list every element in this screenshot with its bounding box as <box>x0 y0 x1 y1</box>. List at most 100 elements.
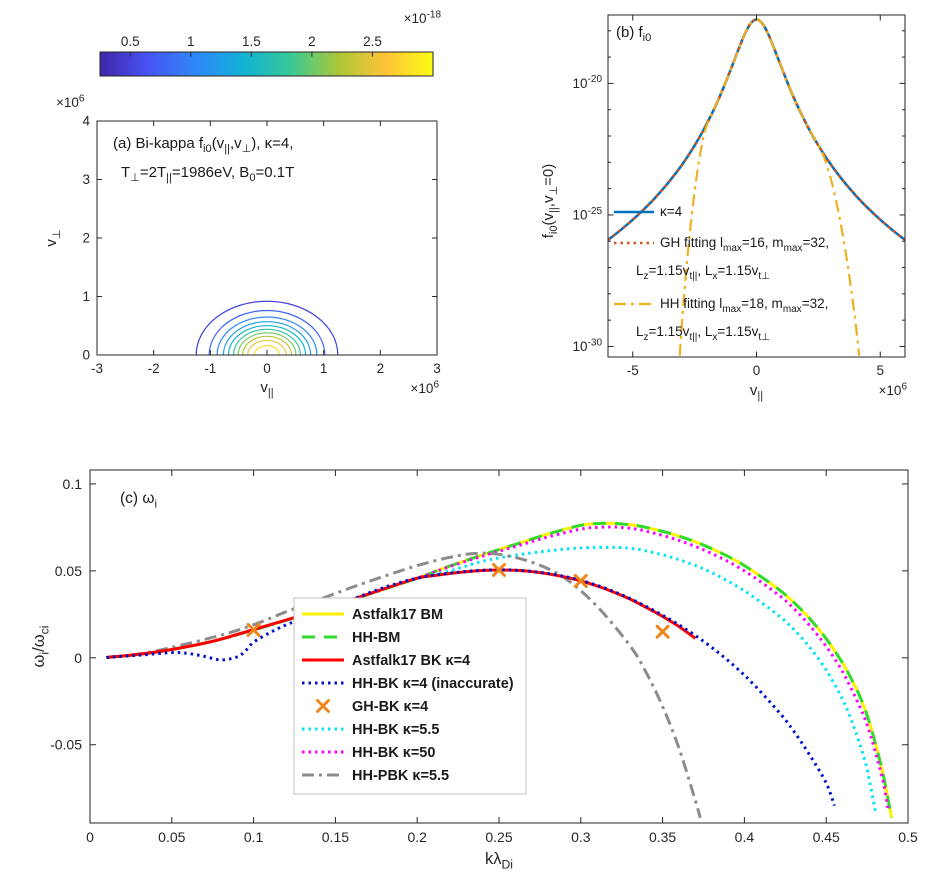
panel-b-title: (b) fi0 <box>616 24 651 44</box>
y-tick-label: -0.05 <box>50 737 82 753</box>
series-hh-bm <box>106 521 894 819</box>
panel-b-axes: -5 0 5 10-30 10-25 10-20 v|| ×106 fi0(v||,v⊥=0) (… <box>540 14 908 402</box>
x-tick-label: 0 <box>263 361 271 376</box>
x-tick-label: 0.15 <box>322 829 349 845</box>
contour-level-2.25 <box>247 339 287 355</box>
y-axis-label: v⊥ <box>43 229 63 246</box>
legend-label: HH fitting lmax=18, mmax=32, <box>660 296 828 315</box>
legend-label-hh-bk-5-5: HH-BK κ=5.5 <box>352 722 439 738</box>
x-axis-label: v|| <box>260 379 273 399</box>
x-tick-label: 0.05 <box>158 829 185 845</box>
contour-level-0.25 <box>195 300 339 355</box>
series-hh-fitting <box>678 18 861 356</box>
x-tick-label: 5 <box>876 363 884 378</box>
panel-c-growth-rate-plot: 0 0.05 0.1 0.15 0.2 0.25 0.3 0.35 0.4 0.45 0.5 -0.0… <box>30 469 918 872</box>
contour-level-2.5 <box>253 345 281 355</box>
series-hh-bk-4-inaccurate <box>106 568 836 807</box>
contour-level-2 <box>242 335 292 355</box>
panel-b-semilog-plot: -5 0 5 10-30 10-25 10-20 v|| ×106 fi0(v||,v⊥=0) (… <box>540 14 908 402</box>
x-tick-label: 0.45 <box>813 829 840 845</box>
contour-level-1.75 <box>237 332 297 355</box>
x-axis-label: kλDi <box>485 850 513 872</box>
contour-level-1.25 <box>227 325 307 355</box>
x-tick-label: 0.25 <box>485 829 512 845</box>
x-tick-label: 0.1 <box>244 829 264 845</box>
x-tick-label: 0.3 <box>571 829 591 845</box>
x-marker <box>573 573 588 588</box>
legend-box <box>293 597 527 795</box>
series-gh-fitting <box>608 18 905 241</box>
x-axis-exponent: ×106 <box>879 381 908 398</box>
x-axis-label: v|| <box>750 382 763 402</box>
y-axis-label: fi0(v||,v⊥=0) <box>540 164 560 239</box>
legend-label-hh-pbk-5-5: HH-PBK κ=5.5 <box>352 768 449 784</box>
x-tick-label: 3 <box>433 361 441 376</box>
y-tick-label: 10-25 <box>573 206 603 223</box>
x-tick-label: -2 <box>148 361 160 376</box>
legend-label-line2: Lz=1.15vt||, Lx=1.15vt⊥ <box>636 324 770 343</box>
panel-b-legend: κ=4 GH fitting lmax=16, mmax=32, Lz=1.15vt… <box>614 204 829 343</box>
series-hh-bk-5-5 <box>106 545 877 812</box>
x-tick-label: 1 <box>320 361 328 376</box>
series-hh-pbk-5-5 <box>106 551 702 819</box>
x-tick-label: -1 <box>204 361 216 376</box>
y-tick-label: 3 <box>82 172 90 187</box>
colorbar-tick-label: 1.5 <box>242 34 261 49</box>
x-tick-label: 0.35 <box>649 829 676 845</box>
legend-label-hh-bm: HH-BM <box>352 630 400 646</box>
legend-label-gh-bk-4: GH-BK κ=4 <box>352 699 428 715</box>
series-gh-bk-4-markers <box>246 562 670 639</box>
x-marker <box>655 624 670 639</box>
y-tick-label: 10-30 <box>573 337 603 354</box>
y-tick-label: 0 <box>82 348 90 363</box>
panel-a-title-line-2: T⊥=2T||=1986eV, B0=0.1T <box>121 164 294 184</box>
x-tick-label: -3 <box>91 361 103 376</box>
x-tick-label: 0.2 <box>407 829 427 845</box>
colorbar-gradient <box>99 51 434 77</box>
y-tick-label: 1 <box>82 289 90 304</box>
panel-c-legend: Astfalk17 BM HH-BM Astfalk17 BK κ=4 HH-BK κ… <box>293 597 527 795</box>
colorbar: 0.5 1 1.5 2 2.5 ×10-18 <box>99 9 442 77</box>
x-tick-label: 0.5 <box>898 829 918 845</box>
panel-c-series <box>106 521 894 819</box>
contour-level-1.5 <box>233 328 301 355</box>
contour-level-0.5 <box>208 309 326 355</box>
colorbar-tick-label: 2 <box>308 34 316 49</box>
x-marker <box>316 699 330 713</box>
y-tick-label: 4 <box>82 114 90 129</box>
colorbar-tick-label: 0.5 <box>121 34 140 49</box>
y-tick-label: 0.1 <box>63 476 83 492</box>
colorbar-tick-label: 2.5 <box>363 34 382 49</box>
x-marker <box>492 562 506 577</box>
panel-a-title-line-1: (a) Bi-kappa fi0(v||,v⊥), κ=4, <box>113 135 293 155</box>
legend-label-hh-bk-50: HH-BK κ=50 <box>352 745 435 761</box>
x-tick-label: 0 <box>86 829 94 845</box>
panel-a-contour-plot: 0.5 1 1.5 2 2.5 ×10-18 -3 -2 -1 0 1 2 3 0 1 2 3 4 v|| ×106 v… <box>43 9 441 399</box>
y-tick-label: 0 <box>74 650 82 666</box>
legend-label-line2: Lz=1.15vt||, Lx=1.15vt⊥ <box>636 263 770 282</box>
x-marker <box>246 622 261 637</box>
contour-level-1 <box>222 321 312 355</box>
legend-label: κ=4 <box>660 204 683 219</box>
x-tick-label: 0 <box>753 363 761 378</box>
y-axis-exponent: ×106 <box>56 93 85 110</box>
legend-label-astfalk17-bm: Astfalk17 BM <box>352 607 443 623</box>
contour-level-0.75 <box>216 316 318 355</box>
y-axis-label: ωi/ωci <box>30 626 52 668</box>
x-axis-exponent: ×106 <box>411 379 440 396</box>
panel-c-axes: 0 0.05 0.1 0.15 0.2 0.25 0.3 0.35 0.4 0.45 0.5 -0.0… <box>30 469 918 872</box>
colorbar-tick-label: 1 <box>187 34 195 49</box>
contour-lines <box>195 300 339 355</box>
x-tick-label: 0.4 <box>735 829 755 845</box>
panel-a-axes: -3 -2 -1 0 1 2 3 0 1 2 3 4 v|| ×106 v⊥ ×106 (a) Bi-kappa… <box>43 93 441 399</box>
legend-label: GH fitting lmax=16, mmax=32, <box>660 235 829 254</box>
legend-label-hh-bk-4-inaccurate: HH-BK κ=4 (inaccurate) <box>352 676 514 692</box>
panel-c-title: (c) ωi <box>120 490 157 510</box>
legend-label-astfalk17-bk-4: Astfalk17 BK κ=4 <box>352 653 470 669</box>
y-tick-label: 0.05 <box>55 563 82 579</box>
y-tick-label: 10-20 <box>573 74 603 91</box>
colorbar-exponent: ×10-18 <box>404 9 442 26</box>
x-tick-label: -5 <box>627 363 639 378</box>
x-tick-label: 2 <box>377 361 385 376</box>
